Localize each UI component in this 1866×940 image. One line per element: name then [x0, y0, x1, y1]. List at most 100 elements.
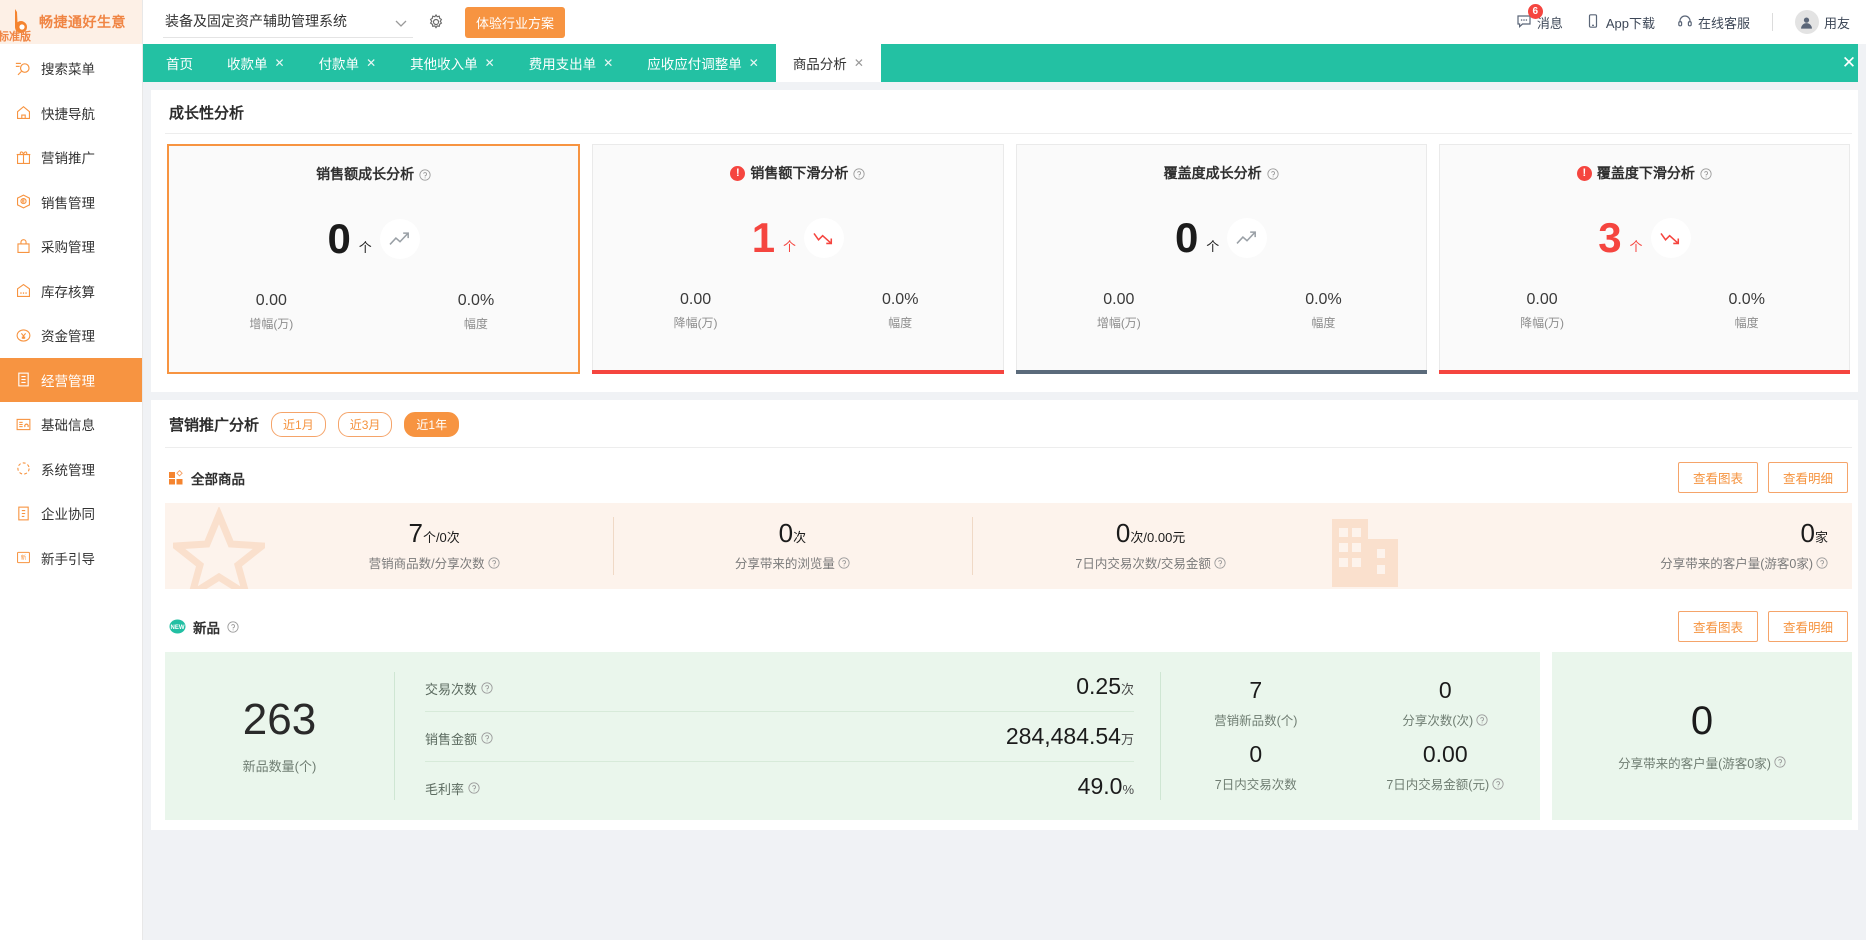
content-area: 成长性分析 销售额成长分析 0 个 — [143, 82, 1866, 940]
gear-icon[interactable] — [427, 13, 445, 31]
card-stat-value: 0.0% — [457, 292, 495, 309]
app-download-button[interactable]: App下载 — [1585, 13, 1655, 32]
trial-industry-solution-button[interactable]: 体验行业方案 — [465, 6, 566, 38]
help-icon[interactable] — [1214, 556, 1226, 569]
sidebar-item-basic-info[interactable]: 基础信息 — [0, 402, 142, 447]
tab-home[interactable]: 首页 — [149, 44, 210, 82]
guide-icon: 新 — [14, 549, 32, 567]
sidebar-item-label: 快捷导航 — [41, 106, 95, 122]
help-icon[interactable] — [1700, 167, 1712, 180]
growth-card-coverage-decline[interactable]: ! 覆盖度下滑分析 3 个 — [1438, 144, 1851, 374]
grid-squares-icon — [169, 469, 184, 485]
sidebar-item-search[interactable]: 搜索菜单 — [0, 46, 142, 91]
help-icon[interactable] — [1816, 556, 1828, 569]
growth-card-coverage-growth[interactable]: 覆盖度成长分析 0 个 0.00 — [1015, 144, 1428, 374]
sidebar-item-marketing[interactable]: 营销推广 — [0, 135, 142, 180]
tab-receipt[interactable]: 收款单 ✕ — [210, 44, 302, 82]
card-stat-label: 幅度 — [1311, 316, 1336, 330]
metric-row-gross-margin: 毛利率 49.0% — [425, 762, 1134, 811]
view-chart-button[interactable]: 查看图表 — [1677, 462, 1758, 493]
tab-close-icon[interactable]: ✕ — [853, 56, 864, 70]
help-icon[interactable] — [853, 167, 865, 180]
grid-stat-share-count: 0 分享次数(次) — [1351, 672, 1541, 736]
trend-up-icon — [379, 219, 420, 259]
help-icon[interactable] — [481, 682, 493, 694]
help-icon[interactable] — [1774, 756, 1786, 768]
range-chip-1month[interactable]: 近1月 — [271, 412, 326, 437]
help-icon[interactable] — [227, 620, 239, 633]
card-stats: 0.00 增幅(万) 0.0% 幅度 — [1017, 291, 1426, 331]
card-value: 3 — [1598, 214, 1622, 261]
card-title: 覆盖度下滑分析 — [1596, 165, 1695, 181]
new-products-bands: 263 新品数量(个) 交易次数 0.25次 销售金额 284,484.54万 — [165, 652, 1852, 820]
stat-value: 7个/0次 — [408, 520, 459, 546]
view-detail-button[interactable]: 查看明细 — [1767, 462, 1848, 493]
collab-icon — [14, 504, 32, 522]
close-all-tabs-button[interactable]: ✕ — [1832, 44, 1866, 82]
range-chip-3months[interactable]: 近3月 — [337, 412, 393, 437]
growth-card-sales-decline[interactable]: ! 销售额下滑分析 1 个 — [592, 144, 1004, 374]
help-icon[interactable] — [488, 556, 500, 569]
tab-close-icon[interactable]: ✕ — [366, 56, 377, 70]
stat-label: 营销商品数/分享次数 — [368, 557, 485, 571]
tab-label: 其他收入单 — [410, 57, 478, 72]
tab-close-icon[interactable]: ✕ — [603, 56, 614, 70]
card-stat-label: 幅度 — [888, 316, 913, 330]
stat-number: 0 — [778, 518, 794, 548]
metric-key: 交易次数 — [425, 681, 478, 697]
tab-product-analysis[interactable]: 商品分析 ✕ — [775, 44, 881, 82]
help-icon[interactable] — [481, 732, 493, 744]
sidebar-item-operations[interactable]: 经营管理 — [0, 357, 142, 402]
online-service-button[interactable]: 在线客服 — [1677, 13, 1750, 32]
help-icon[interactable] — [468, 782, 480, 794]
sidebar-item-sales[interactable]: 销售管理 — [0, 180, 142, 225]
user-menu[interactable]: 用友 — [1794, 10, 1850, 34]
view-detail-button[interactable]: 查看明细 — [1767, 611, 1848, 642]
sidebar-item-purchase[interactable]: 采购管理 — [0, 224, 142, 269]
tab-close-icon[interactable]: ✕ — [274, 56, 285, 70]
grid-stat-label-row: 营销新品数(个) — [1214, 710, 1297, 729]
tab-other-income[interactable]: 其他收入单 ✕ — [393, 44, 512, 82]
all-products-header: 全部商品 查看图表 查看明细 — [165, 448, 1852, 503]
help-icon[interactable] — [1492, 777, 1504, 790]
sidebar-item-quick-nav[interactable]: 快捷导航 — [0, 91, 142, 136]
tab-close-icon[interactable]: ✕ — [748, 56, 759, 70]
growth-card-sales-growth[interactable]: 销售额成长分析 0 个 0.00 — [167, 144, 581, 374]
sidebar-item-system[interactable]: 系统管理 — [0, 447, 142, 492]
brand-logo[interactable]: 畅捷通好生意 标准版 — [0, 0, 142, 44]
sidebar-item-collaboration[interactable]: 企业协同 — [0, 491, 142, 536]
divider — [165, 133, 1852, 134]
metric-value: 0.25次 — [1076, 673, 1134, 700]
tab-ar-ap-adjust[interactable]: 应收应付调整单 ✕ — [630, 44, 776, 82]
view-chart-button[interactable]: 查看图表 — [1677, 611, 1758, 642]
grid-stat-label-row: 7日内交易金额(元) — [1386, 774, 1504, 793]
side-stat-label-row: 分享带来的客户量(游客0家) — [1618, 753, 1786, 772]
marketing-header: 营销推广分析 近1月 近3月 近1年 — [165, 400, 1852, 447]
stat-label-row: 营销商品数/分享次数 — [369, 553, 500, 572]
help-icon[interactable] — [1476, 713, 1488, 726]
building-icon — [1330, 503, 1470, 589]
sidebar-item-funds[interactable]: 资金管理 — [0, 313, 142, 358]
help-icon[interactable] — [1267, 167, 1279, 180]
help-icon[interactable] — [419, 168, 431, 181]
stat-label-row: 分享带来的浏览量 — [735, 553, 850, 572]
card-stat-label: 幅度 — [463, 317, 488, 331]
sidebar-item-guide[interactable]: 新 新手引导 — [0, 536, 142, 581]
metric-row-transactions: 交易次数 0.25次 — [425, 662, 1134, 712]
new-products-header: NEW 新品 查看图表 查看明细 — [165, 589, 1852, 652]
system-selector[interactable]: 装备及固定资产辅助管理系统 — [163, 7, 413, 38]
help-icon[interactable] — [838, 556, 850, 569]
card-stat: 0.0% 幅度 — [374, 292, 579, 332]
marketing-title: 营销推广分析 — [169, 417, 260, 434]
tab-payment[interactable]: 付款单 ✕ — [302, 44, 394, 82]
messages-button[interactable]: 消息 6 — [1516, 3, 1563, 32]
card-stats: 0.00 降幅(万) 0.0% 幅度 — [593, 291, 1002, 331]
range-chip-1year[interactable]: 近1年 — [404, 412, 460, 437]
card-title: 销售额成长分析 — [316, 166, 415, 182]
metric-key: 毛利率 — [425, 781, 465, 797]
tab-expense[interactable]: 费用支出单 ✕ — [512, 44, 631, 82]
sidebar-item-inventory[interactable]: 库存核算 — [0, 269, 142, 314]
sidebar: 畅捷通好生意 标准版 搜索菜单 快捷导航 营销推广 销售管理 — [0, 0, 143, 940]
tab-close-icon[interactable]: ✕ — [484, 56, 495, 70]
new-products-title-row: NEW 新品 — [169, 617, 239, 637]
